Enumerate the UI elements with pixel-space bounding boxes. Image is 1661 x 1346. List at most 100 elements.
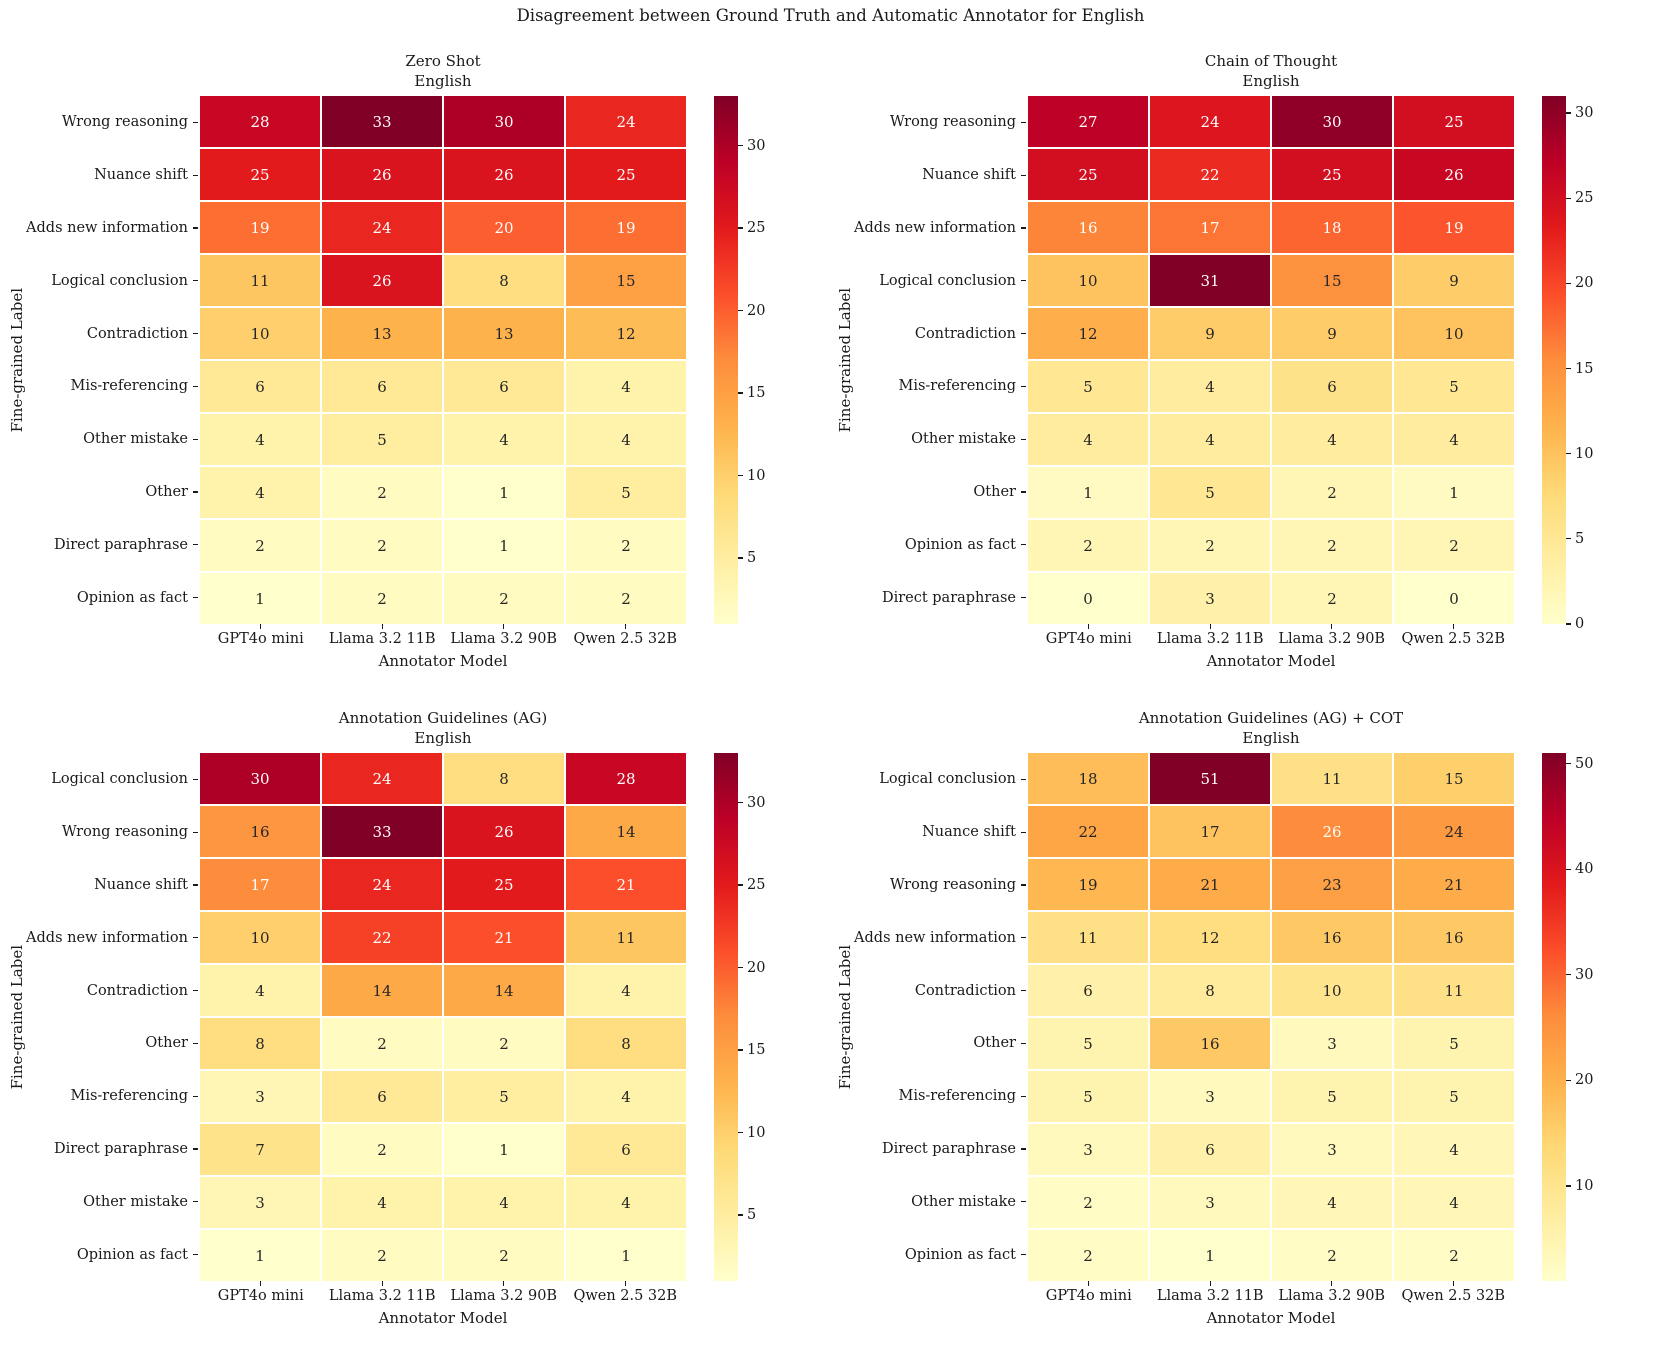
heatmap-cell: 14 <box>566 806 686 857</box>
y-tick-mark <box>1021 596 1026 599</box>
colorbar-tick-mark <box>1566 282 1571 284</box>
colorbar-gradient: 0 5 10 15 20 25 30 <box>1542 96 1593 632</box>
colorbar: 5 10 15 20 25 30 <box>686 96 826 624</box>
colorbar-tick: 25 <box>1566 190 1593 206</box>
colorbar-tick: 30 <box>738 138 765 154</box>
y-tick-mark <box>193 1201 198 1203</box>
x-tick-label: Llama 3.2 11B <box>328 1288 436 1304</box>
heatmap-cell: 2 <box>444 1230 564 1281</box>
y-tick-mark <box>1021 280 1026 282</box>
heatmap-cell: 14 <box>322 965 442 1016</box>
x-tick-mark <box>503 1281 505 1286</box>
heatmap-cell: 0 <box>1394 573 1514 624</box>
row-label-text: Other <box>145 483 188 500</box>
x-tick-label: Llama 3.2 90B <box>450 1288 558 1304</box>
panel-title: Annotation Guidelines (AG) + COT <box>1138 709 1404 727</box>
row-label-text: Logical conclusion <box>879 771 1016 788</box>
y-tick-mark <box>1021 1253 1026 1256</box>
colorbar-tick-mark <box>738 144 743 147</box>
colorbar-tick-label: 15 <box>1575 360 1594 377</box>
colorbar-tick-label: 5 <box>1575 530 1585 547</box>
colorbar-tick-mark <box>1566 1185 1571 1187</box>
heatmap-cell: 2 <box>1272 467 1392 518</box>
x-tick-label: Qwen 2.5 32B <box>573 1288 678 1304</box>
heatmap-cell: 33 <box>322 96 442 147</box>
x-tick-mark <box>1209 1281 1211 1286</box>
colorbar-tick-mark <box>738 227 743 229</box>
panel-title-block: Chain of Thought English <box>1028 32 1514 96</box>
y-tick-mark <box>193 174 198 176</box>
heatmap-cell: 6 <box>444 361 564 412</box>
x-tick: Qwen 2.5 32B <box>565 624 687 651</box>
heatmap-cell: 2 <box>1028 1230 1148 1281</box>
x-tick: Llama 3.2 90B <box>443 624 565 651</box>
panel-subtitle: English <box>414 728 472 747</box>
y-tick-mark <box>1021 121 1026 124</box>
heatmap-cell: 12 <box>1028 308 1148 359</box>
panel-subtitle: English <box>1242 71 1300 90</box>
y-tick-mark <box>1021 385 1026 388</box>
heatmap-cell: 4 <box>1394 1177 1514 1228</box>
heatmap-cell: 30 <box>444 96 564 147</box>
colorbar-tick-mark <box>1566 762 1571 765</box>
heatmap-cell: 6 <box>1028 965 1148 1016</box>
y-tick-mark <box>1021 884 1026 886</box>
row-label: Contradiction <box>858 307 1028 360</box>
x-tick-labels: GPT4o mini Llama 3.2 11B Llama 3.2 90B Qwen… <box>200 624 686 651</box>
heatmap-cell: 25 <box>444 859 564 910</box>
row-label-text: Contradiction <box>86 325 188 342</box>
colorbar-tick-label: 30 <box>1575 966 1594 983</box>
y-tick-mark <box>193 989 198 992</box>
x-tick-mark <box>624 1281 626 1286</box>
row-label-text: Logical conclusion <box>51 771 188 788</box>
heatmap-cell: 4 <box>1272 1177 1392 1228</box>
colorbar-tick-mark <box>738 966 743 969</box>
x-tick-mark <box>381 624 383 629</box>
heatmap-cell: 26 <box>322 255 442 306</box>
panel-subtitle: English <box>414 71 472 90</box>
heatmap-cell: 10 <box>1272 965 1392 1016</box>
heatmap-cell: 4 <box>1150 414 1270 465</box>
x-tick: GPT4o mini <box>200 624 322 651</box>
heatmap-cell: 21 <box>566 859 686 910</box>
heatmap-cell: 26 <box>1394 149 1514 200</box>
row-label-text: Contradiction <box>914 325 1016 342</box>
heatmap-cell: 4 <box>1028 414 1148 465</box>
heatmap-cell: 26 <box>1272 806 1392 857</box>
x-tick: Llama 3.2 11B <box>322 1281 444 1308</box>
heatmap-cell: 16 <box>1150 1018 1270 1069</box>
x-tick-label: Qwen 2.5 32B <box>1401 631 1506 647</box>
x-tick-label: Llama 3.2 11B <box>1156 1288 1264 1304</box>
row-label-text: Nuance shift <box>922 824 1016 841</box>
panel-title: Annotation Guidelines (AG) <box>338 709 548 727</box>
heatmap-cell: 10 <box>1394 308 1514 359</box>
panel-title-block: Zero Shot English <box>200 32 686 96</box>
heatmap-cell: 22 <box>322 912 442 963</box>
heatmap-cell: 2 <box>322 1124 442 1175</box>
heatmap-cell: 19 <box>566 202 686 253</box>
x-tick-label: Llama 3.2 90B <box>450 631 558 647</box>
heatmap-panel: Annotation Guidelines (AG) + COT English… <box>832 689 1660 1332</box>
heatmap-cell: 28 <box>566 753 686 804</box>
row-label-text: Adds new information <box>26 929 188 946</box>
x-tick-label: Llama 3.2 11B <box>1156 631 1264 647</box>
row-label-text: Adds new information <box>854 219 1016 236</box>
heatmap-cell: 21 <box>444 912 564 963</box>
colorbar-tick-label: 5 <box>747 550 757 566</box>
panel-title: Zero Shot <box>405 52 481 70</box>
row-label-text: Adds new information <box>26 219 188 236</box>
row-label: Opinion as fact <box>30 1228 200 1281</box>
heatmap-cell: 4 <box>566 1071 686 1122</box>
colorbar-tick-label: 15 <box>747 1042 766 1058</box>
colorbar-tick-label: 30 <box>747 137 766 154</box>
heatmap-cell: 33 <box>322 806 442 857</box>
colorbar-tick-mark <box>1566 453 1571 455</box>
colorbar-tick-label: 30 <box>747 794 766 811</box>
y-tick-mark <box>193 227 198 229</box>
colorbar-tick: 25 <box>738 877 765 893</box>
heatmap-cell: 6 <box>322 1071 442 1122</box>
row-label-text: Adds new information <box>854 929 1016 946</box>
colorbar-tick: 50 <box>1566 756 1593 772</box>
row-label-text: Direct paraphrase <box>53 536 188 553</box>
heatmap-cell: 4 <box>322 1177 442 1228</box>
